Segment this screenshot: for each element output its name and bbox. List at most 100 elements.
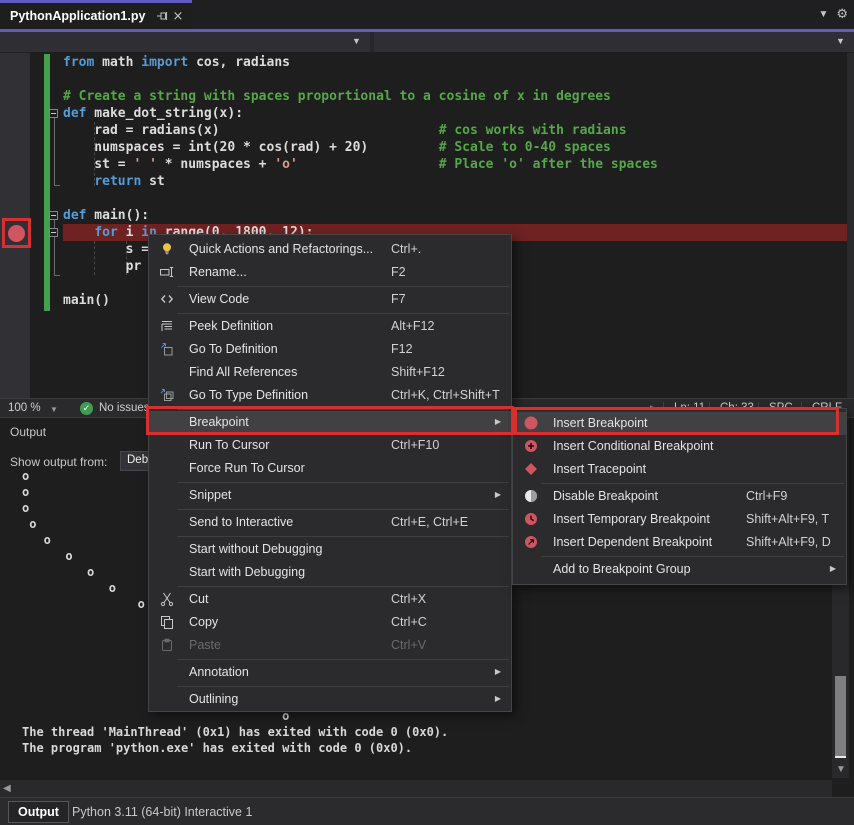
menu-item-label: Copy xyxy=(189,615,219,629)
scroll-down-arrow-icon[interactable]: ▼ xyxy=(836,764,846,775)
menu-item-shortcut: Ctrl+E, Ctrl+E xyxy=(391,515,469,529)
code-line[interactable]: main() xyxy=(63,292,847,309)
code-line[interactable]: rad = radians(x) # cos works with radian… xyxy=(63,122,847,139)
gotype-icon xyxy=(158,387,176,404)
fold-collapse-icon[interactable] xyxy=(49,211,58,220)
menu-item-cut[interactable]: Cut Ctrl+X xyxy=(149,588,511,611)
code-area[interactable]: from math import cos, radians # Create a … xyxy=(49,54,847,309)
menu-item-force-run-to-cursor[interactable]: Force Run To Cursor xyxy=(149,457,511,480)
menu-item-label: Find All References xyxy=(189,365,298,379)
code-segment: main(): xyxy=(86,208,150,223)
tab-python-interactive[interactable]: Python 3.11 (64-bit) Interactive 1 xyxy=(72,805,253,819)
menu-item-view-code[interactable]: View Code F7 xyxy=(149,288,511,311)
close-icon[interactable]: × xyxy=(172,8,184,24)
document-tab[interactable]: PythonApplication1.py × xyxy=(0,0,192,29)
submenu-arrow-icon: ▶ xyxy=(494,694,501,703)
menu-item-paste[interactable]: Paste Ctrl+V xyxy=(149,634,511,657)
menu-item-insert-conditional-breakpoint[interactable]: Insert Conditional Breakpoint xyxy=(513,435,846,458)
bp-disable-icon xyxy=(522,488,540,505)
menu-item-snippet[interactable]: Snippet ▶ xyxy=(149,484,511,507)
menu-item-copy[interactable]: Copy Ctrl+C xyxy=(149,611,511,634)
menu-item-add-to-breakpoint-group[interactable]: Add to Breakpoint Group ▶ xyxy=(513,558,846,581)
health-check-icon[interactable]: ✓ xyxy=(80,402,93,415)
window-dropdown-icon[interactable]: ▼ xyxy=(818,9,829,20)
menu-item-outlining[interactable]: Outlining ▶ xyxy=(149,688,511,711)
code-segment: cos, radians xyxy=(188,55,290,70)
menu-item-shortcut: Shift+F12 xyxy=(391,365,445,379)
menu-item-shortcut: Ctrl+F9 xyxy=(746,489,788,503)
code-segment: import xyxy=(141,55,189,70)
zoom-dropdown-icon[interactable]: ▼ xyxy=(50,405,58,414)
menu-item-annotation[interactable]: Annotation ▶ xyxy=(149,661,511,684)
code-segment: main() xyxy=(63,293,110,308)
code-line[interactable]: return st xyxy=(63,173,847,190)
menu-separator xyxy=(177,482,509,483)
menu-item-label: Cut xyxy=(189,592,209,606)
menu-separator xyxy=(177,686,509,687)
code-line[interactable] xyxy=(63,190,847,207)
menu-item-find-all-references[interactable]: Find All References Shift+F12 xyxy=(149,361,511,384)
menu-item-label: Start with Debugging xyxy=(189,565,306,579)
gear-icon[interactable]: ⚙ xyxy=(836,7,848,22)
pin-icon[interactable] xyxy=(154,8,170,24)
menu-item-start-without-debugging[interactable]: Start without Debugging xyxy=(149,538,511,561)
menu-separator xyxy=(177,509,509,510)
menu-item-breakpoint[interactable]: Breakpoint ▶ xyxy=(149,411,511,434)
code-segment: * numspaces + xyxy=(156,157,275,172)
fold-collapse-icon[interactable] xyxy=(49,228,58,237)
code-line[interactable]: st = ' ' * numspaces + 'o' # Place 'o' a… xyxy=(63,156,847,173)
menu-item-go-to-definition[interactable]: Go To Definition F12 xyxy=(149,338,511,361)
fold-collapse-icon[interactable] xyxy=(49,109,58,118)
menu-item-insert-dependent-breakpoint[interactable]: Insert Dependent Breakpoint Shift+Alt+F9,… xyxy=(513,531,846,554)
menu-item-rename[interactable]: Rename... F2 xyxy=(149,261,511,284)
code-segment: # cos works with radians xyxy=(438,123,627,138)
menu-item-disable-breakpoint[interactable]: Disable Breakpoint Ctrl+F9 xyxy=(513,485,846,508)
menu-item-shortcut: Shift+Alt+F9, D xyxy=(746,535,831,549)
menu-item-shortcut: Shift+Alt+F9, T xyxy=(746,512,830,526)
menu-item-insert-temporary-breakpoint[interactable]: Insert Temporary Breakpoint Shift+Alt+F9,… xyxy=(513,508,846,531)
tool-window-tab-bar: Output Python 3.11 (64-bit) Interactive … xyxy=(0,797,854,825)
code-segment xyxy=(63,225,94,240)
code-line[interactable]: def make_dot_string(x): xyxy=(49,105,847,122)
menu-item-shortcut: Alt+F12 xyxy=(391,319,435,333)
menu-item-run-to-cursor[interactable]: Run To Cursor Ctrl+F10 xyxy=(149,434,511,457)
code-segment: numspaces = int(20 * cos(rad) + 20) xyxy=(63,140,439,155)
submenu-arrow-icon: ▶ xyxy=(829,564,836,573)
code-line[interactable]: numspaces = int(20 * cos(rad) + 20) # Sc… xyxy=(63,139,847,156)
output-horizontal-scrollbar[interactable] xyxy=(0,780,832,797)
code-line[interactable]: pr xyxy=(63,258,847,275)
menu-item-label: Insert Conditional Breakpoint xyxy=(553,439,714,453)
editor-vertical-scrollbar[interactable] xyxy=(847,53,854,398)
menu-item-label: Insert Dependent Breakpoint xyxy=(553,535,713,549)
breakpoint-icon[interactable] xyxy=(8,225,25,242)
menu-item-insert-tracepoint[interactable]: Insert Tracepoint xyxy=(513,458,846,481)
tab-output[interactable]: Output xyxy=(8,801,69,823)
code-segment: return xyxy=(94,174,142,189)
code-line[interactable]: # Create a string with spaces proportion… xyxy=(63,88,847,105)
menu-item-quick-actions-and-refactorings[interactable]: Quick Actions and Refactorings... Ctrl+. xyxy=(149,238,511,261)
menu-item-label: Insert Temporary Breakpoint xyxy=(553,512,710,526)
menu-item-peek-definition[interactable]: Peek Definition Alt+F12 xyxy=(149,315,511,338)
scroll-left-arrow-icon[interactable]: ◀ xyxy=(3,783,11,794)
menu-item-send-to-interactive[interactable]: Send to Interactive Ctrl+E, Ctrl+E xyxy=(149,511,511,534)
code-line[interactable]: def main(): xyxy=(49,207,847,224)
menu-item-insert-breakpoint[interactable]: Insert Breakpoint xyxy=(513,412,846,435)
menu-item-go-to-type-definition[interactable]: Go To Type Definition Ctrl+K, Ctrl+Shift+… xyxy=(149,384,511,407)
nav-member-dropdown[interactable]: ▼ xyxy=(374,32,854,52)
bp-dep-icon xyxy=(522,534,540,551)
annotation-box-breakpoint-menu-item xyxy=(146,406,514,435)
code-line[interactable]: from math import cos, radians xyxy=(63,54,847,71)
code-line[interactable]: s = xyxy=(63,241,847,258)
code-line[interactable] xyxy=(63,71,847,88)
menu-item-start-with-debugging[interactable]: Start with Debugging xyxy=(149,561,511,584)
document-tab-bar: PythonApplication1.py × ▼ ⚙ xyxy=(0,0,854,29)
nav-divider xyxy=(370,32,374,52)
menu-item-label: Peek Definition xyxy=(189,319,274,333)
navigation-bar: ▼ ▼ xyxy=(0,32,854,52)
nav-scope-dropdown[interactable]: ▼ xyxy=(0,32,370,52)
output-vertical-scrollbar-thumb[interactable] xyxy=(835,676,846,758)
menu-item-label: Breakpoint xyxy=(189,415,249,429)
zoom-level[interactable]: 100 % xyxy=(8,402,41,414)
indent-guide xyxy=(126,241,127,275)
code-segment: make_dot_string(x): xyxy=(86,106,244,121)
